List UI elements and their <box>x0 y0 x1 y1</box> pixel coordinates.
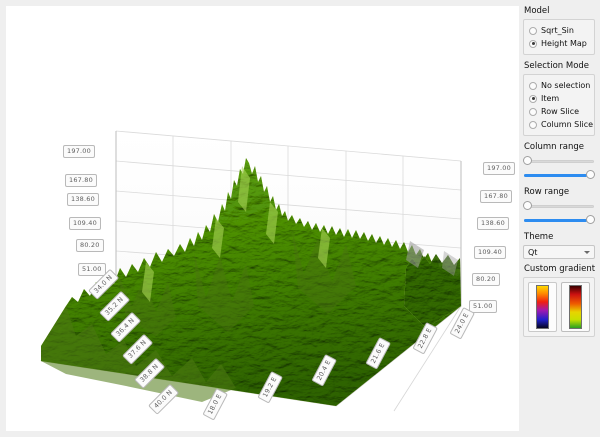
radio-height-map-indicator[interactable] <box>529 39 537 48</box>
custom-gradient-group <box>523 277 595 337</box>
value-axis-tick-right: 80.20 <box>472 273 500 286</box>
value-axis-tick: 138.60 <box>67 193 99 206</box>
column-range-max-handle[interactable] <box>586 170 595 179</box>
column-range-min-handle[interactable] <box>523 156 532 165</box>
chevron-down-icon[interactable] <box>584 251 590 254</box>
radio-item-indicator[interactable] <box>529 94 537 103</box>
radio-item-label: Item <box>541 94 560 103</box>
model-group: Sqrt_Sin Height Map <box>523 19 595 55</box>
radio-column-slice-label: Column Slice <box>541 120 594 129</box>
radio-no-selection-indicator[interactable] <box>529 81 537 90</box>
value-axis-tick: 109.40 <box>69 217 101 230</box>
radio-item[interactable]: Item <box>529 92 590 105</box>
value-axis-tick-right: 197.00 <box>483 162 515 175</box>
row-range-label: Row range <box>524 187 570 197</box>
column-range-max-slider[interactable] <box>523 169 595 182</box>
value-axis-tick-right: 138.60 <box>477 217 509 230</box>
theme-combobox[interactable]: Qt <box>523 245 595 259</box>
radio-column-slice-indicator[interactable] <box>529 120 537 129</box>
value-axis-tick: 197.00 <box>63 145 95 158</box>
theme-label: Theme <box>524 232 554 242</box>
row-range-min-slider[interactable] <box>523 200 595 213</box>
row-range-min-track[interactable] <box>524 205 594 208</box>
gradient-one-swatch <box>536 285 549 329</box>
control-panel: Model Sqrt_Sin Height Map Selection Mode… <box>519 0 600 437</box>
radio-sqrt-sin[interactable]: Sqrt_Sin <box>529 24 590 37</box>
column-range-label: Column range <box>524 142 584 152</box>
value-axis-tick: 80.20 <box>76 239 104 252</box>
gradient-two-button[interactable] <box>561 282 590 332</box>
value-axis-tick: 167.80 <box>65 174 97 187</box>
row-range-max-fill <box>524 219 587 222</box>
column-range-max-fill <box>524 174 587 177</box>
value-axis-tick-right: 109.40 <box>474 246 506 259</box>
custom-gradient-label: Custom gradient <box>524 264 596 274</box>
radio-row-slice-label: Row Slice <box>541 107 580 116</box>
row-range-max-slider[interactable] <box>523 214 595 227</box>
column-range-min-track[interactable] <box>524 160 594 163</box>
radio-row-slice-indicator[interactable] <box>529 107 537 116</box>
radio-row-slice[interactable]: Row Slice <box>529 105 590 118</box>
model-group-label: Model <box>524 6 550 16</box>
gradient-one-button[interactable] <box>528 282 557 332</box>
value-axis-tick: 51.00 <box>78 263 106 276</box>
radio-column-slice[interactable]: Column Slice <box>529 118 594 131</box>
radio-sqrt-sin-label: Sqrt_Sin <box>541 26 574 35</box>
radio-no-selection-label: No selection <box>541 81 591 90</box>
row-range-min-handle[interactable] <box>523 201 532 210</box>
radio-no-selection[interactable]: No selection <box>529 79 590 92</box>
radio-sqrt-sin-indicator[interactable] <box>529 26 537 35</box>
row-range-max-handle[interactable] <box>586 215 595 224</box>
value-axis-tick-right: 51.00 <box>469 300 497 313</box>
surface-graph-pane[interactable]: 197.00 167.80 138.60 109.40 80.20 51.00 … <box>6 6 519 431</box>
gradient-two-swatch <box>569 285 582 329</box>
radio-height-map[interactable]: Height Map <box>529 37 590 50</box>
selection-mode-group: No selection Item Row Slice Column Slice <box>523 74 595 136</box>
radio-height-map-label: Height Map <box>541 39 587 48</box>
selection-mode-group-label: Selection Mode <box>524 61 590 71</box>
value-axis-tick-right: 167.80 <box>480 190 512 203</box>
theme-combobox-value: Qt <box>528 247 538 257</box>
column-range-min-slider[interactable] <box>523 155 595 168</box>
